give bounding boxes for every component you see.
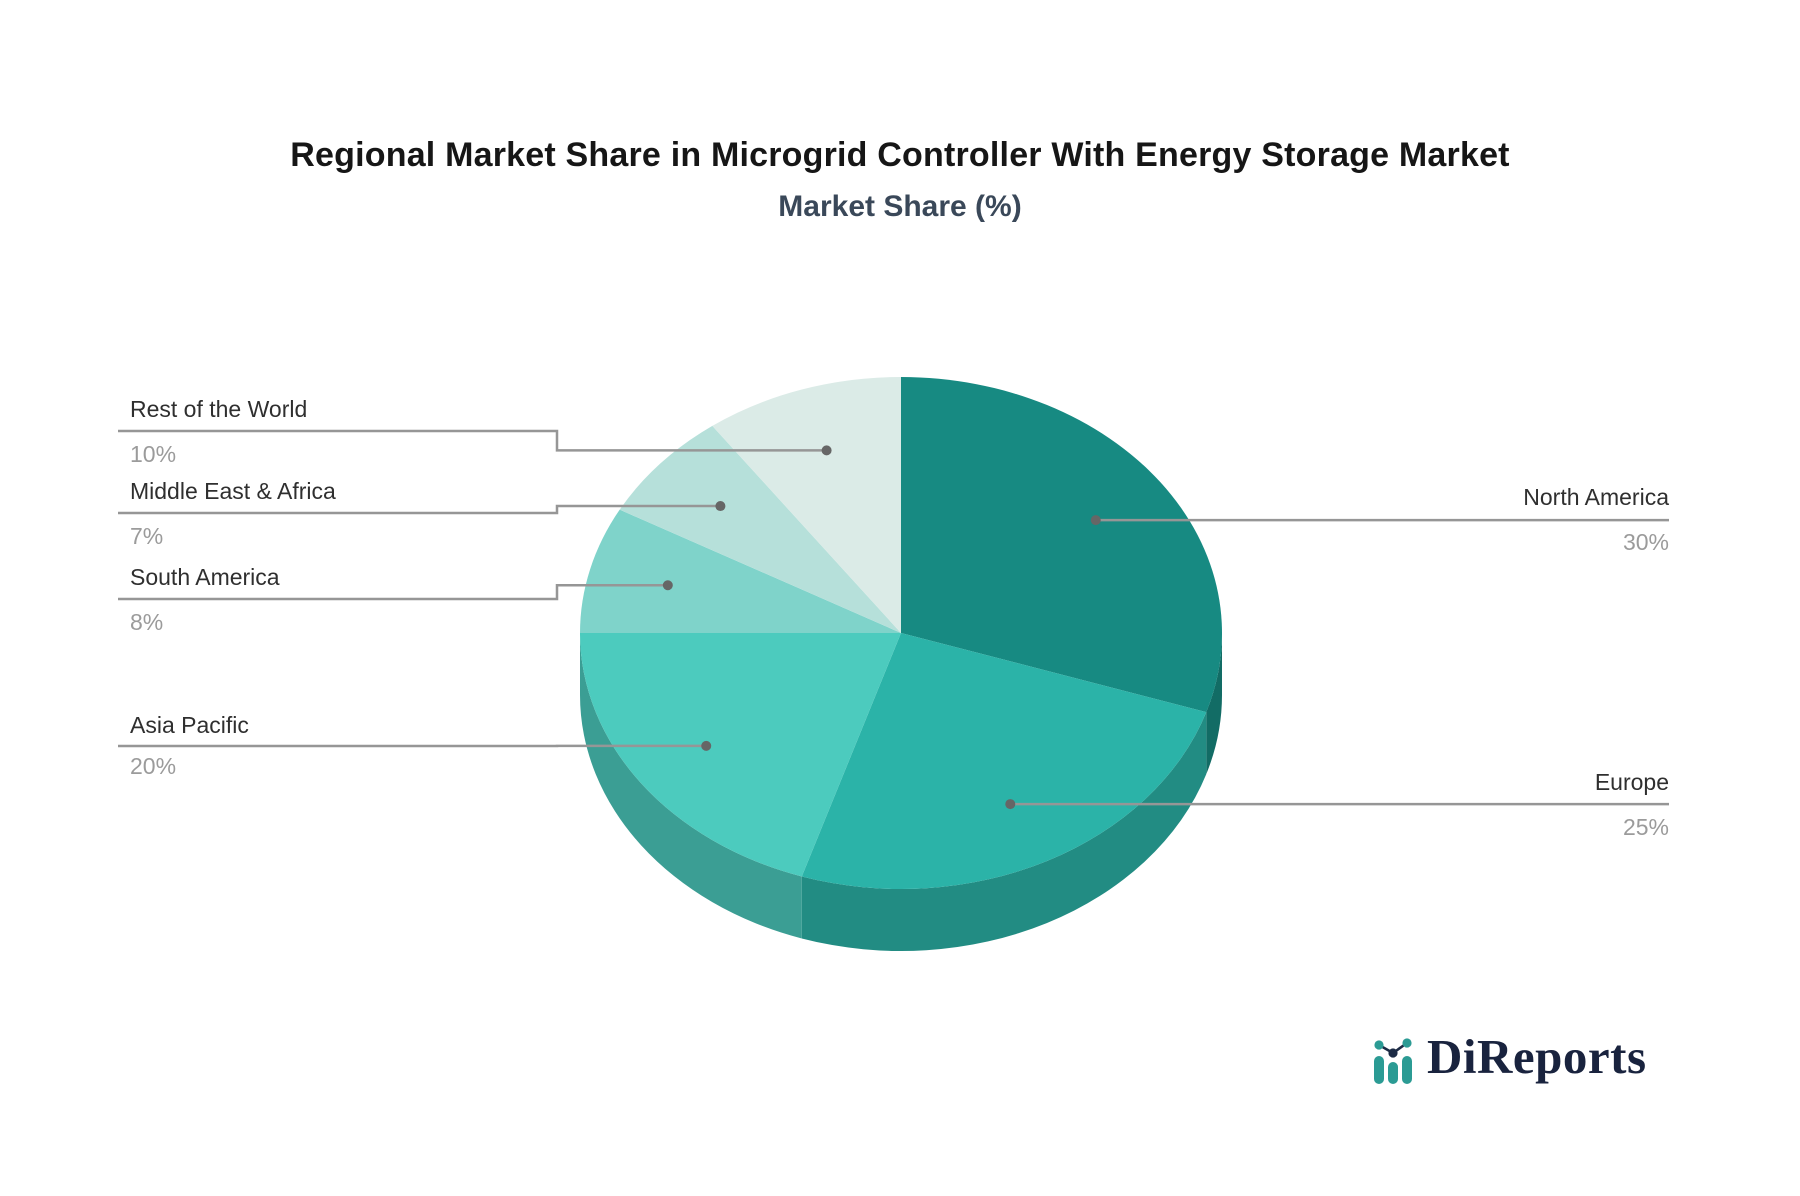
slice-percent-south-america: 8% (130, 609, 164, 635)
chart-title: Regional Market Share in Microgrid Contr… (290, 136, 1510, 174)
pie-slice-asia-pacific[interactable] (580, 633, 901, 877)
chart-subtitle: Market Share (%) (778, 190, 1022, 223)
pie-slice-side-europe (801, 712, 1207, 951)
pie-slice-middle-east-africa[interactable] (619, 425, 901, 633)
leader-line (118, 429, 827, 452)
direports-logo: DiReports (1370, 1028, 1647, 1084)
pie-slice-side-asia-pacific (580, 633, 802, 939)
leader-dot (1005, 799, 1016, 810)
slice-label-middle-east-africa: Middle East & Africa (130, 478, 336, 504)
slice-percent-north-america: 30% (1622, 529, 1669, 555)
pie-slice-south-america[interactable] (580, 509, 901, 633)
slice-label-asia-pacific: Asia Pacific (130, 712, 249, 738)
slice-label-south-america: South America (130, 564, 280, 590)
leader-dot (701, 740, 712, 751)
slice-percent-rest-of-the-world: 10% (130, 441, 177, 467)
leader-dot (715, 501, 726, 512)
slice-percent-europe: 25% (1622, 814, 1669, 840)
leader-dot (662, 580, 673, 591)
leader-dot (821, 445, 832, 456)
slice-percent-middle-east-africa: 7% (130, 523, 164, 549)
pie-slice-north-america[interactable] (901, 377, 1222, 713)
leader-line (118, 504, 721, 515)
logo-text: DiReports (1427, 1029, 1647, 1085)
slice-label-europe: Europe (1594, 769, 1669, 795)
slice-label-rest-of-the-world: Rest of the World (130, 396, 308, 422)
pie-slice-europe[interactable] (801, 633, 1207, 889)
pie-slice-side-north-america (1206, 633, 1222, 775)
slice-percent-asia-pacific: 20% (130, 753, 177, 779)
slice-label-north-america: North America (1523, 484, 1669, 510)
logo-bar-line-chart-icon (1374, 1038, 1412, 1084)
leader-line (118, 584, 668, 601)
pie-slice-rest-of-the-world[interactable] (712, 377, 901, 633)
leader-dot (1090, 515, 1101, 526)
